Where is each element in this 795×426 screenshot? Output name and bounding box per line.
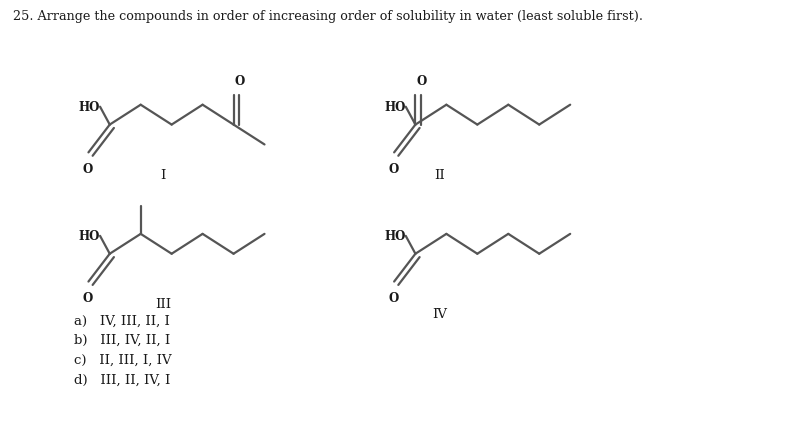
Text: III: III — [155, 298, 171, 311]
Text: II: II — [434, 169, 445, 182]
Text: HO: HO — [384, 230, 405, 243]
Text: HO: HO — [79, 230, 100, 243]
Text: O: O — [388, 163, 398, 176]
Text: 25. Arrange the compounds in order of increasing order of solubility in water (l: 25. Arrange the compounds in order of in… — [13, 10, 643, 23]
Text: O: O — [83, 292, 92, 305]
Text: b)   III, IV, II, I: b) III, IV, II, I — [74, 334, 170, 346]
Text: O: O — [388, 292, 398, 305]
Text: HO: HO — [79, 101, 100, 114]
Text: c)   II, III, I, IV: c) II, III, I, IV — [74, 353, 172, 366]
Text: O: O — [83, 163, 92, 176]
Text: O: O — [416, 75, 426, 88]
Text: HO: HO — [384, 101, 405, 114]
Text: O: O — [235, 75, 245, 88]
Text: a)   IV, III, II, I: a) IV, III, II, I — [74, 314, 170, 327]
Text: I: I — [161, 169, 165, 182]
Text: d)   III, II, IV, I: d) III, II, IV, I — [74, 373, 170, 386]
Text: IV: IV — [432, 308, 447, 320]
